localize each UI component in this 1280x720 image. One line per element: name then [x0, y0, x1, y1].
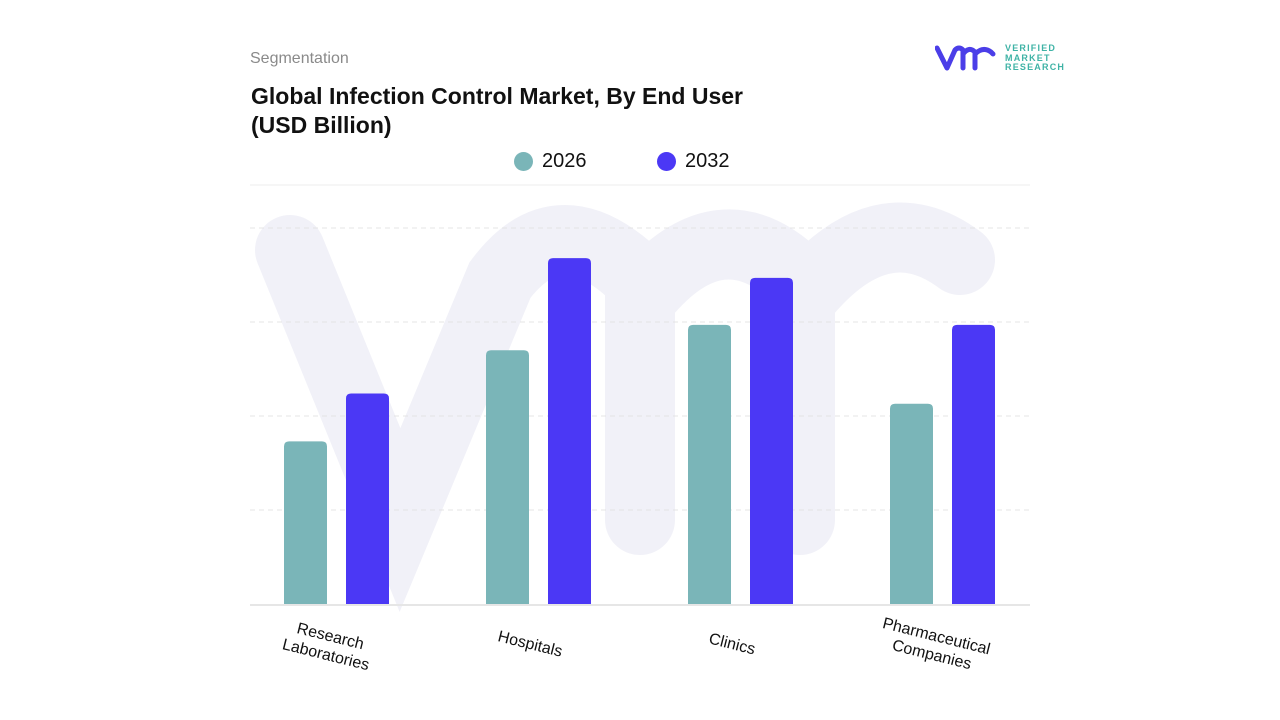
- legend-item-2032: 2032: [657, 150, 730, 173]
- logo-text: VERIFIED MARKET RESEARCH: [1005, 43, 1066, 73]
- bar-2026-research-laboratories: [284, 441, 327, 604]
- vmr-logo: VERIFIED MARKET RESEARCH: [935, 43, 1066, 73]
- segment-label: Segmentation: [250, 50, 349, 67]
- bar-2032-research-laboratories: [346, 393, 389, 604]
- logo-line-3: RESEARCH: [1005, 62, 1066, 72]
- legend-swatch-2026: [514, 152, 533, 171]
- bar-2032-pharmaceutical-companies: [952, 324, 995, 604]
- vmr-logo-mark: [935, 45, 996, 71]
- bar-2026-pharmaceutical-companies: [890, 403, 933, 604]
- legend-label-2026: 2026: [542, 150, 587, 172]
- legend: 2026 2032: [0, 150, 1280, 174]
- bar-2026-hospitals: [486, 350, 529, 604]
- logo-line-1: VERIFIED: [1005, 43, 1057, 53]
- bar-2032-clinics: [750, 277, 793, 604]
- watermark-logo: [255, 202, 995, 612]
- legend-label-2032: 2032: [685, 150, 730, 172]
- title-line-2: (USD Billion): [251, 112, 392, 138]
- legend-item-2026: 2026: [514, 150, 587, 173]
- bar-2032-hospitals: [548, 258, 591, 604]
- bar-2026-clinics: [688, 324, 731, 604]
- legend-swatch-2032: [657, 152, 676, 171]
- logo-line-2: MARKET: [1005, 52, 1051, 63]
- chart-title: Global Infection Control Market, By End …: [251, 82, 811, 140]
- title-line-1: Global Infection Control Market, By End …: [251, 83, 744, 109]
